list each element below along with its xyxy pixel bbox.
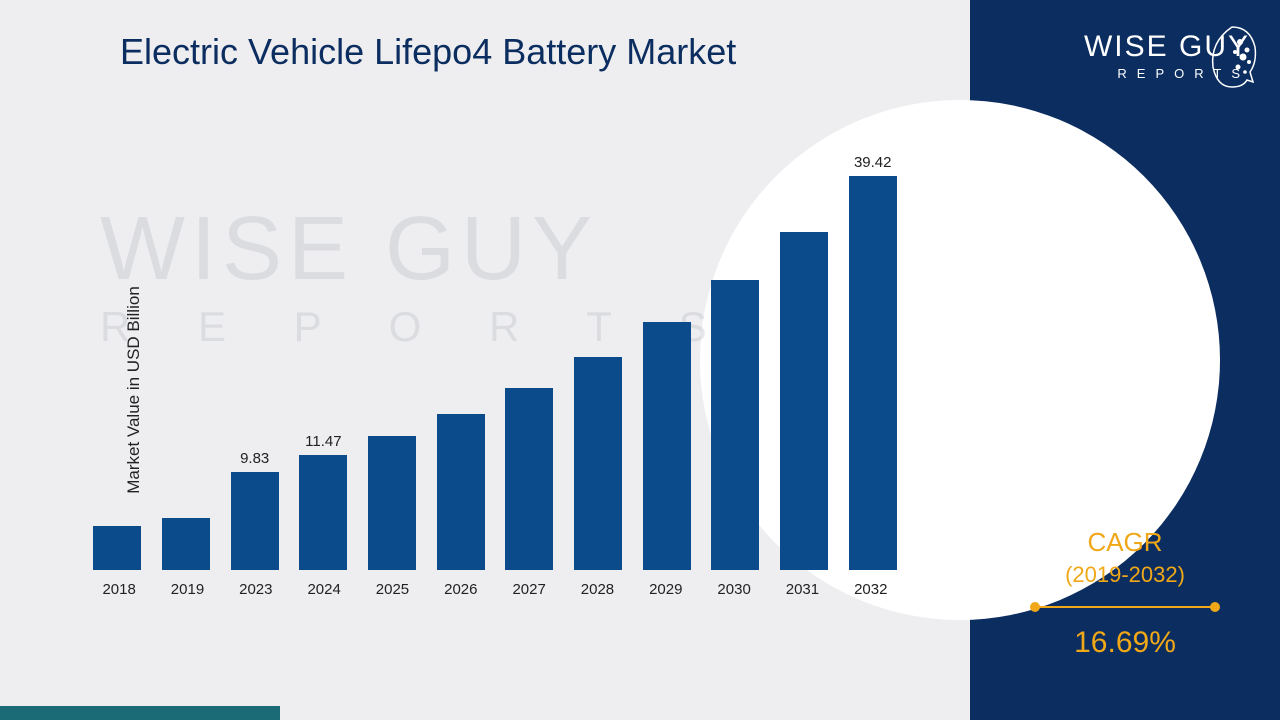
head-icon xyxy=(1205,22,1260,92)
bar xyxy=(437,414,485,570)
x-label: 2031 xyxy=(768,581,836,598)
bar xyxy=(368,436,416,570)
cagr-divider xyxy=(1035,606,1215,608)
bar-group xyxy=(360,170,425,570)
bar xyxy=(643,322,691,570)
bar xyxy=(299,455,347,570)
x-label: 2029 xyxy=(632,581,700,598)
brand-logo: WISE GUY REPORTS xyxy=(1084,30,1250,81)
bar-group xyxy=(772,170,837,570)
plot-area: 9.83 11.47 39.42 xyxy=(85,170,905,570)
bar xyxy=(849,176,897,570)
x-label: 2027 xyxy=(495,581,563,598)
bar xyxy=(231,472,279,570)
x-label: 2026 xyxy=(427,581,495,598)
bar-group xyxy=(703,170,768,570)
x-label: 2023 xyxy=(222,581,290,598)
x-label: 2024 xyxy=(290,581,358,598)
bar-group: 39.42 xyxy=(840,170,905,570)
bar xyxy=(162,518,210,570)
bar-group xyxy=(154,170,219,570)
bar xyxy=(93,526,141,570)
bar-group xyxy=(566,170,631,570)
x-label: 2025 xyxy=(358,581,426,598)
bar-group xyxy=(634,170,699,570)
x-label: 2032 xyxy=(837,581,905,598)
bar-value-label: 39.42 xyxy=(854,154,892,171)
bar-group: 11.47 xyxy=(291,170,356,570)
chart-title: Electric Vehicle Lifepo4 Battery Market xyxy=(120,30,736,73)
bar-group xyxy=(85,170,150,570)
bar-chart: Market Value in USD Billion 9.8311.4739.… xyxy=(75,170,905,610)
bar xyxy=(711,280,759,570)
cagr-period: (2019-2032) xyxy=(1000,562,1250,588)
bar xyxy=(505,388,553,570)
bar-group xyxy=(497,170,562,570)
bar xyxy=(780,232,828,570)
cagr-block: CAGR (2019-2032) 16.69% xyxy=(1000,527,1250,660)
bar-value-label: 11.47 xyxy=(305,433,341,450)
cagr-label: CAGR xyxy=(1000,527,1250,558)
bottom-accent-bar xyxy=(0,706,280,720)
bar-group: 9.83 xyxy=(222,170,287,570)
bar-group xyxy=(428,170,493,570)
bar-value-label: 9.83 xyxy=(240,450,269,467)
x-label: 2030 xyxy=(700,581,768,598)
x-label: 2019 xyxy=(153,581,221,598)
cagr-value: 16.69% xyxy=(1000,626,1250,660)
bar xyxy=(574,357,622,570)
x-label: 2028 xyxy=(563,581,631,598)
x-axis-labels: 2018201920232024202520262027202820292030… xyxy=(85,581,905,598)
x-label: 2018 xyxy=(85,581,153,598)
